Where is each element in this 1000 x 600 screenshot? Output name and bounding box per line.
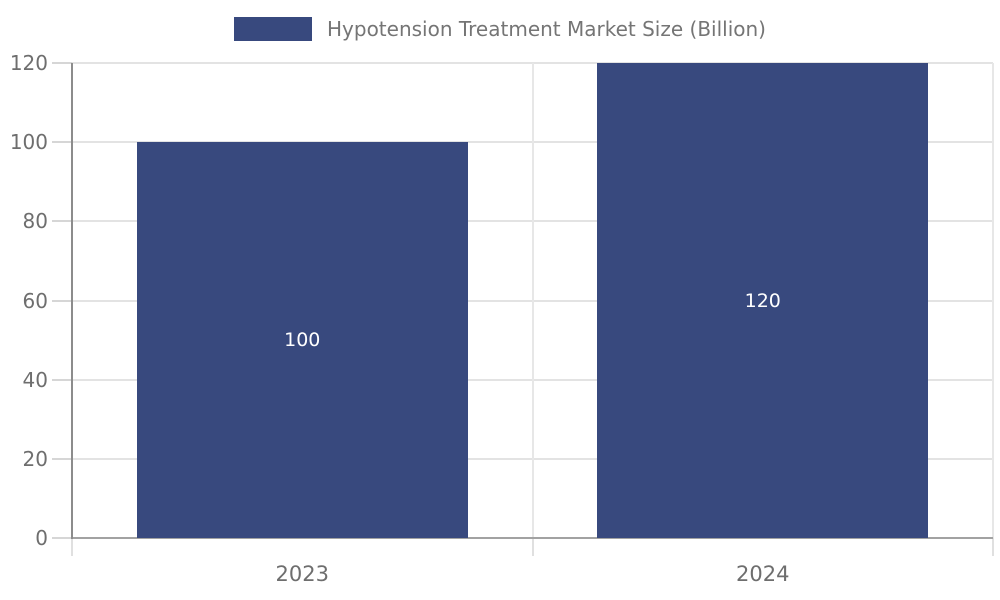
legend-swatch[interactable] — [234, 17, 312, 41]
y-tick-label: 0 — [35, 526, 48, 550]
y-tick-label: 40 — [22, 367, 48, 392]
y-tick-label: 100 — [9, 130, 48, 155]
y-tick-label: 120 — [9, 51, 48, 75]
y-axis-tick — [52, 537, 72, 539]
y-tick-label: 20 — [22, 446, 48, 471]
x-tick-label: 2023 — [275, 562, 329, 586]
x-axis-tick — [71, 538, 73, 556]
y-axis-tick — [52, 62, 72, 64]
legend-label[interactable]: Hypotension Treatment Market Size (Billi… — [327, 17, 766, 41]
bar-2024[interactable] — [597, 63, 929, 538]
x-axis-line — [72, 537, 993, 539]
y-axis-tick — [52, 141, 72, 144]
y-tick-label: 60 — [22, 288, 48, 313]
x-axis-tick — [531, 538, 534, 556]
y-tick-label: 80 — [22, 209, 48, 234]
gridline — [531, 63, 534, 538]
y-axis-tick — [52, 378, 72, 381]
x-axis-tick — [992, 538, 994, 556]
gridline — [992, 63, 994, 538]
y-axis-line — [71, 63, 73, 539]
y-axis-tick — [52, 299, 72, 302]
y-axis-tick — [52, 220, 72, 223]
bar-value-label: 100 — [284, 329, 321, 352]
bar-2023[interactable] — [136, 142, 468, 538]
legend[interactable]: Hypotension Treatment Market Size (Billi… — [0, 17, 1000, 41]
bar-value-label: 120 — [744, 289, 781, 312]
y-axis-tick — [52, 457, 72, 460]
x-tick-label: 2024 — [736, 562, 790, 586]
